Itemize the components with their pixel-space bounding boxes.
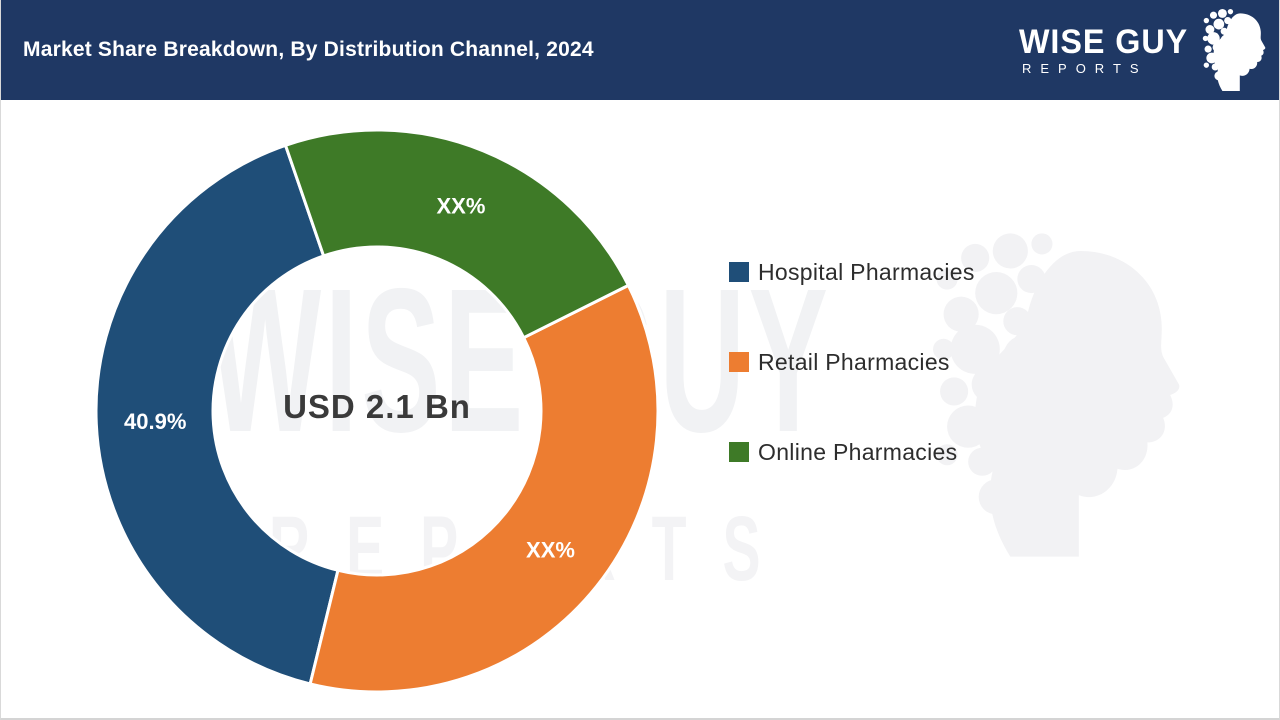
legend-label: Retail Pharmacies <box>758 348 950 375</box>
page-title: Market Share Breakdown, By Distribution … <box>23 38 594 61</box>
segment-value-label: 40.9% <box>124 409 186 434</box>
chart-legend: Hospital Pharmacies Retail Pharmacies Onli… <box>729 252 975 522</box>
logo-text: WISE GUY REPORTS <box>1019 25 1197 75</box>
donut-chart: 40.9% XX% XX% <box>94 128 660 694</box>
legend-swatch <box>729 262 749 282</box>
legend-swatch <box>729 352 749 372</box>
legend-item-hospital-pharmacies: Hospital Pharmacies <box>729 252 975 292</box>
logo-subtext: REPORTS <box>1021 61 1148 76</box>
donut-segment-online-pharmacies <box>284 128 630 340</box>
donut-segment-hospital-pharmacies <box>94 143 340 686</box>
legend-label: Online Pharmacies <box>758 438 958 465</box>
legend-swatch <box>729 442 749 462</box>
donut-segment-retail-pharmacies <box>308 283 660 694</box>
chart-area: WISE GUY REPORTS 40.9%XX%XX% USD 2.1 Bn … <box>1 100 1279 718</box>
legend-label: Hospital Pharmacies <box>758 258 975 285</box>
wise-guy-logo: WISE GUY REPORTS <box>1019 8 1269 92</box>
segment-value-label: XX% <box>526 538 575 563</box>
logo-face-icon <box>1202 8 1266 92</box>
legend-item-online-pharmacies: Online Pharmacies <box>729 432 975 472</box>
legend-item-retail-pharmacies: Retail Pharmacies <box>729 342 975 382</box>
segment-value-label: XX% <box>436 193 485 218</box>
chart-center-value: USD 2.1 Bn <box>283 388 471 425</box>
header: Market Share Breakdown, By Distribution … <box>1 0 1279 100</box>
logo-wordmark: WISE GUY <box>1018 23 1189 61</box>
